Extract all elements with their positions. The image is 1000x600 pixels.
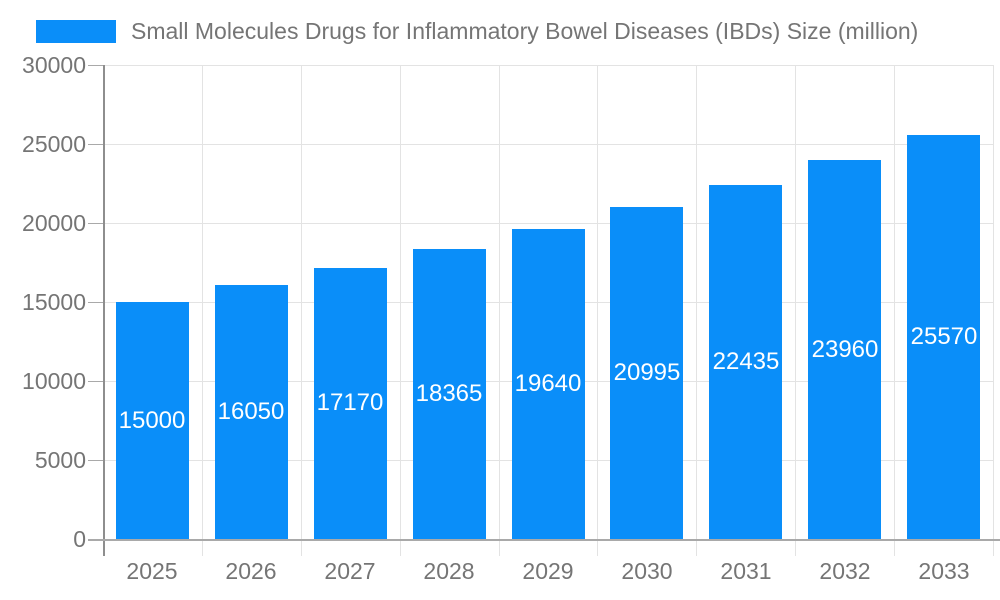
v-gridline [202,65,203,539]
x-axis-category-label: 2026 [225,558,277,584]
h-gridline [103,144,993,145]
y-axis-tick-label: 5000 [34,447,86,473]
x-axis-category-label: 2028 [423,558,475,584]
bar-value-label: 19640 [514,370,582,397]
y-axis-tick [88,65,103,66]
bar-value-label: 16050 [217,398,285,425]
h-gridline [103,65,993,66]
y-axis-tick-label: 0 [73,526,86,552]
x-axis-category-label: 2029 [522,558,574,584]
x-axis-tick [993,539,994,556]
y-axis-line [103,65,105,556]
x-axis-line [88,539,1000,541]
bar [215,285,288,539]
y-axis-tick-label: 25000 [22,131,86,157]
bar [116,302,189,539]
bar-value-label: 20995 [613,359,681,386]
bar [907,135,980,539]
h-gridline [103,223,993,224]
x-axis-tick [894,539,895,556]
bar [709,185,782,539]
x-axis-category-label: 2027 [324,558,376,584]
y-axis-tick [88,144,103,145]
x-axis-tick [400,539,401,556]
v-gridline [301,65,302,539]
bar [512,229,585,539]
x-axis-tick [795,539,796,556]
legend[interactable]: Small Molecules Drugs for Inflammatory B… [36,17,918,45]
bar [413,249,486,539]
v-gridline [993,65,994,539]
v-gridline [696,65,697,539]
v-gridline [400,65,401,539]
x-axis-category-label: 2031 [720,558,772,584]
x-axis-category-label: 2033 [918,558,970,584]
y-axis-tick-label: 20000 [22,210,86,236]
x-axis-tick [202,539,203,556]
x-axis-tick [499,539,500,556]
bar-value-label: 15000 [118,407,186,434]
legend-label[interactable]: Small Molecules Drugs for Inflammatory B… [131,17,919,44]
bar-value-label: 17170 [316,389,384,416]
bar-value-label: 23960 [811,336,879,363]
v-gridline [894,65,895,539]
y-axis-tick-label: 10000 [22,368,86,394]
y-axis-tick-label: 30000 [22,52,86,78]
y-axis-tick [88,381,103,382]
x-axis-tick [301,539,302,556]
v-gridline [795,65,796,539]
x-axis-tick [597,539,598,556]
x-axis-tick [696,539,697,556]
y-axis-tick [88,302,103,303]
bar [314,268,387,539]
x-axis-category-label: 2032 [819,558,871,584]
legend-swatch[interactable] [36,19,116,43]
x-axis-category-label: 2025 [126,558,178,584]
bar-value-label: 22435 [712,348,780,375]
x-axis-category-label: 2030 [621,558,673,584]
y-axis-tick [88,460,103,461]
y-axis-tick [88,223,103,224]
bar-value-label: 18365 [415,380,483,407]
v-gridline [597,65,598,539]
bar [808,160,881,539]
bar-value-label: 25570 [910,323,978,350]
y-axis-tick-label: 15000 [22,289,86,315]
v-gridline [499,65,500,539]
bar [610,207,683,539]
